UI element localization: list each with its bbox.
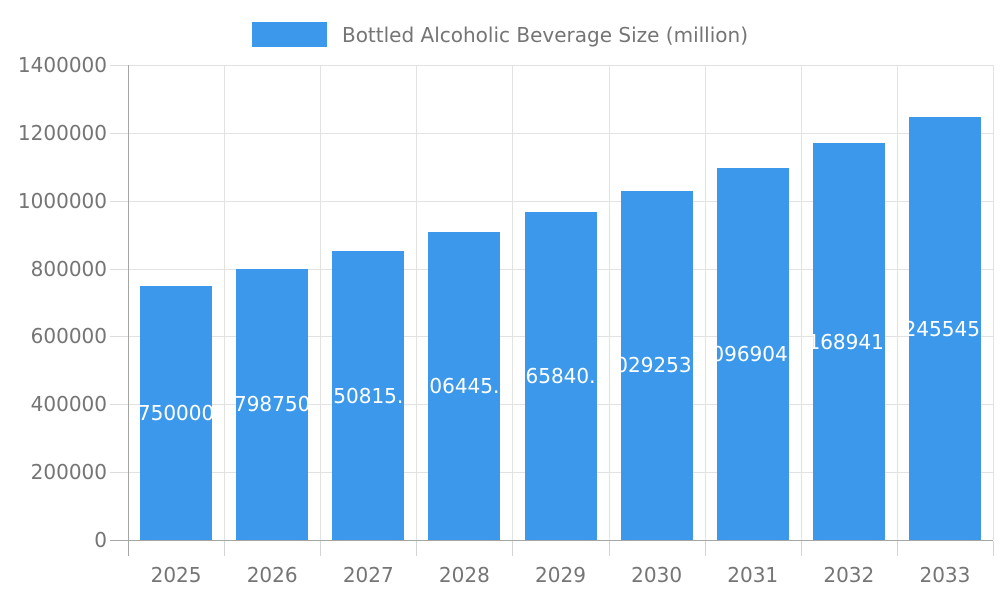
x-axis-tick [608,541,610,556]
x-axis-tick [224,541,226,556]
bar-value-label: 1245545.4 [908,316,981,341]
x-tick-label: 2025 [150,563,202,587]
x-tick-label: 2028 [438,563,490,587]
x-axis-tick [800,541,802,556]
v-gridline [896,65,898,540]
bar-value-label: 965840.7 [525,364,597,389]
y-tick-label: 1200000 [17,120,107,145]
x-axis-tick [993,541,994,556]
x-axis-tick [416,541,418,556]
bar-value-label: 1029253.5 [620,353,693,378]
v-gridline [800,65,802,540]
v-gridline [704,65,706,540]
bar-value-label: 906445.8 [428,374,500,399]
x-tick-label: 2033 [919,563,971,587]
bar-2025[interactable]: 750000 [140,285,213,540]
y-tick-label: 1400000 [17,53,107,77]
y-tick-label: 0 [94,528,107,552]
y-tick-label: 600000 [30,324,107,349]
y-axis-tick [110,132,128,134]
x-tick-label: 2032 [823,563,875,587]
y-axis-line [128,65,129,556]
h-gridline [128,200,993,202]
y-tick-label: 1000000 [17,188,107,213]
x-axis-tick [320,541,322,556]
bar-value-label: 750000 [140,400,213,425]
legend-item[interactable]: Bottled Alcoholic Beverage Size (million… [0,22,1000,47]
bar-2031[interactable]: 1096904.3 [716,167,789,540]
y-axis-tick [110,336,128,338]
y-axis-tick [110,268,128,270]
bar-2026[interactable]: 798750 [236,268,309,540]
v-gridline [993,65,994,540]
bar-2027[interactable]: 850815.6 [332,251,405,540]
v-gridline [224,65,226,540]
h-gridline [128,132,993,134]
bar-value-label: 798750 [236,392,309,417]
v-gridline [608,65,610,540]
y-tick-label: 800000 [30,256,107,281]
legend-swatch [251,22,327,47]
v-gridline [320,65,322,540]
bar-2030[interactable]: 1029253.5 [620,190,693,540]
legend-label: Bottled Alcoholic Beverage Size (million… [341,22,749,47]
x-tick-label: 2030 [631,563,683,587]
x-axis-line [110,540,993,541]
x-tick-label: 2026 [246,563,298,587]
bar-2028[interactable]: 906445.8 [428,232,501,540]
v-gridline [512,65,514,540]
bar-2033[interactable]: 1245545.4 [908,117,981,540]
x-tick-label: 2031 [727,563,779,587]
y-axis-tick [110,65,128,66]
x-axis-tick [512,541,514,556]
y-tick-label: 400000 [30,392,107,417]
y-axis-tick [110,472,128,474]
x-axis-tick [704,541,706,556]
y-tick-label: 200000 [30,460,107,485]
bar-value-label: 1096904.3 [716,341,789,366]
v-gridline [416,65,418,540]
bar-2029[interactable]: 965840.7 [524,212,597,540]
x-tick-label: 2029 [535,563,586,587]
bar-value-label: 850815.6 [332,383,404,408]
y-axis-tick [110,404,128,406]
x-axis-tick [896,541,898,556]
h-gridline [128,65,993,66]
y-axis-tick [110,200,128,202]
x-tick-label: 2027 [342,563,394,587]
